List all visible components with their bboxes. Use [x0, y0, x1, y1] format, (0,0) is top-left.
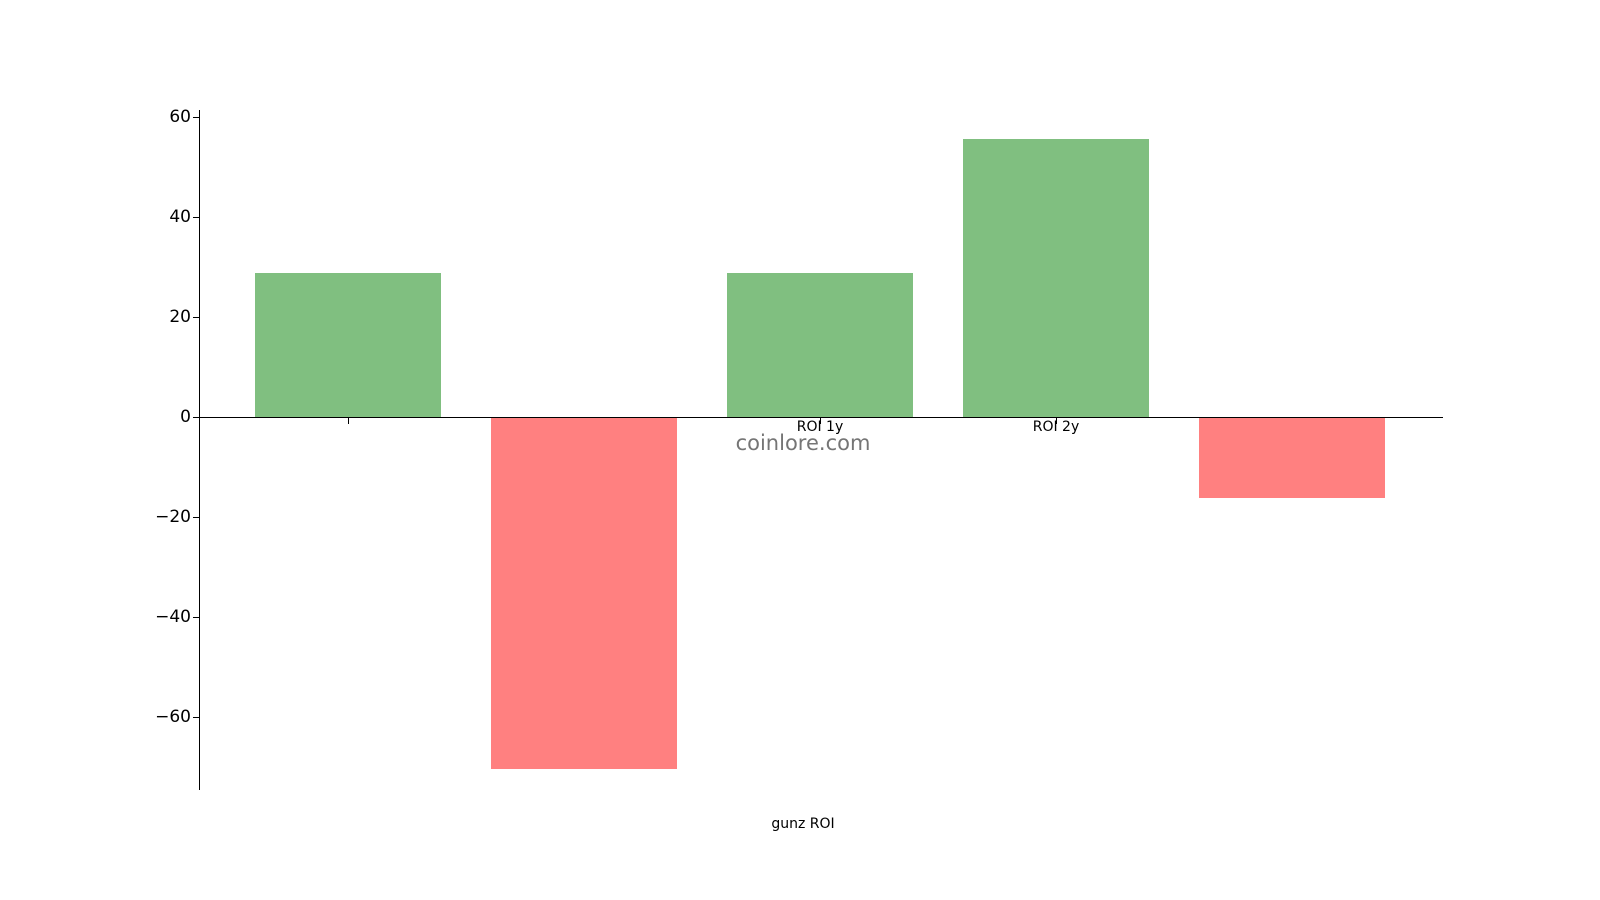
watermark-text: coinlore.com: [735, 431, 871, 455]
bar-3-roi-1y: [727, 273, 913, 417]
x-axis-line: [199, 417, 1443, 418]
x-tick: [1056, 418, 1057, 424]
bar-4-roi-2y: [963, 139, 1149, 417]
y-tick-label: −20: [155, 507, 191, 527]
x-tick: [348, 418, 349, 424]
x-tick: [820, 418, 821, 424]
bar-5: [1199, 417, 1385, 498]
y-tick: [193, 117, 199, 118]
y-tick-label: 60: [169, 107, 191, 127]
x-axis-title: gunz ROI: [771, 816, 835, 832]
y-tick-label: 0: [180, 407, 191, 427]
y-tick-label: −60: [155, 707, 191, 727]
y-tick: [193, 217, 199, 218]
y-tick-label: −40: [155, 607, 191, 627]
y-tick: [193, 717, 199, 718]
y-tick: [193, 317, 199, 318]
bar-1: [255, 273, 441, 417]
y-tick-label: 40: [169, 207, 191, 227]
y-tick: [193, 517, 199, 518]
bar-2: [491, 417, 677, 769]
y-tick: [193, 417, 199, 418]
y-axis-line: [199, 110, 200, 790]
y-tick: [193, 617, 199, 618]
x-tick-label: ROI 1y: [796, 419, 844, 435]
y-tick-label: 20: [169, 307, 191, 327]
x-tick-label: ROI 2y: [1032, 419, 1080, 435]
